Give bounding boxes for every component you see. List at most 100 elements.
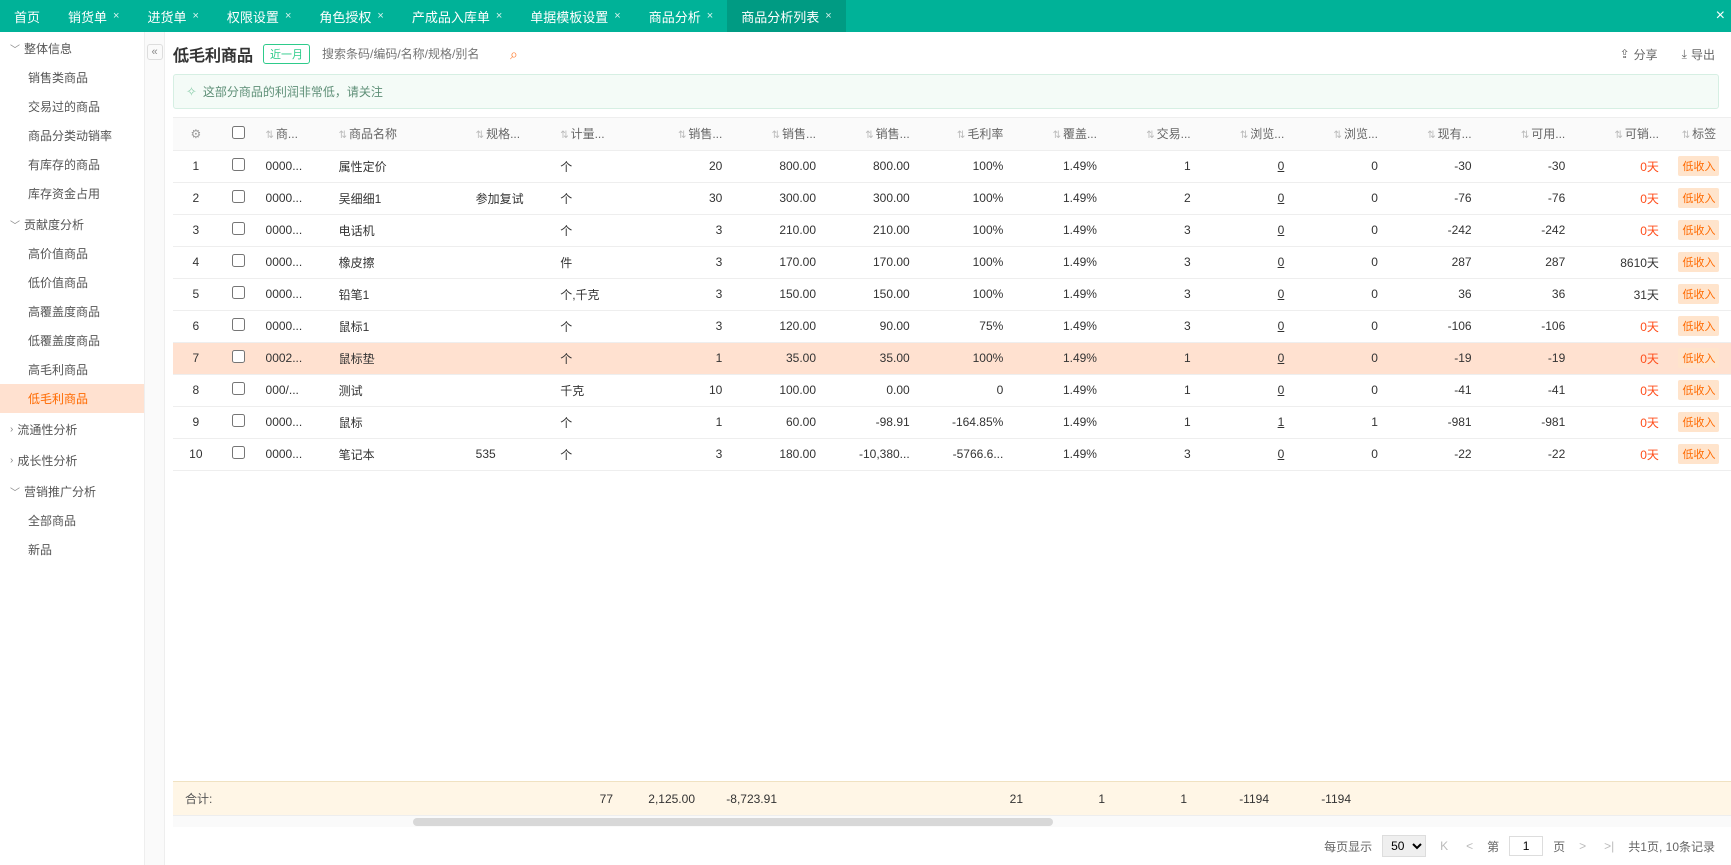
sidebar-item-低价值商品[interactable]: 低价值商品 [0,268,144,297]
view-link[interactable]: 0 [1278,447,1285,461]
sidebar-collapse[interactable]: « [145,32,165,865]
search-input[interactable] [320,43,500,65]
column-header[interactable]: ⇅浏览... [1199,118,1293,150]
search-icon[interactable]: ⌕ [510,46,518,63]
table-row[interactable]: 70002...鼠标垫个135.0035.00100%1.49%100-19-1… [173,342,1731,374]
per-page-select[interactable]: 50 [1382,835,1426,857]
row-checkbox[interactable] [232,350,245,363]
tab-权限设置[interactable]: 权限设置× [213,0,305,32]
view-link[interactable]: 0 [1278,319,1285,333]
row-checkbox[interactable] [232,318,245,331]
page-input[interactable] [1509,836,1543,856]
column-header[interactable]: ⇅浏览... [1292,118,1386,150]
column-header[interactable]: ⇅现有... [1386,118,1480,150]
sidebar-item-库存资金占用[interactable]: 库存资金占用 [0,179,144,208]
column-header[interactable]: ⇅毛利率 [918,118,1012,150]
table-row[interactable]: 60000...鼠标1个3120.0090.0075%1.49%300-106-… [173,310,1731,342]
close-icon[interactable]: × [192,10,198,22]
sidebar-item-低毛利商品[interactable]: 低毛利商品 [0,384,144,413]
table-row[interactable]: 40000...橡皮擦件3170.00170.00100%1.49%300287… [173,246,1731,278]
sidebar-group-流通性分析[interactable]: ›流通性分析 [0,413,144,444]
first-page-button[interactable]: K [1436,839,1452,853]
row-checkbox[interactable] [232,190,245,203]
period-badge[interactable]: 近一月 [263,44,310,64]
table-row[interactable]: 20000...吴细细1参加复试个30300.00300.00100%1.49%… [173,182,1731,214]
column-header[interactable]: ⇅销售... [730,118,824,150]
view-link[interactable]: 0 [1278,383,1285,397]
close-icon[interactable]: × [113,10,119,22]
sidebar-group-整体信息[interactable]: ﹀整体信息 [0,32,144,63]
row-checkbox[interactable] [232,158,245,171]
column-header[interactable]: ⇅规格... [468,118,553,150]
column-header[interactable]: ⇅商... [258,118,331,150]
view-link[interactable]: 1 [1278,415,1285,429]
tab-商品分析[interactable]: 商品分析× [635,0,727,32]
sidebar-item-全部商品[interactable]: 全部商品 [0,506,144,535]
table-row[interactable]: 100000...笔记本535个3180.00-10,380...-5766.6… [173,438,1731,470]
view-link[interactable]: 0 [1278,191,1285,205]
row-checkbox[interactable] [232,286,245,299]
tab-首页[interactable]: 首页 [0,0,54,32]
share-button[interactable]: ⇪分享 [1620,46,1658,63]
row-checkbox[interactable] [232,382,245,395]
export-button[interactable]: ⤓导出 [1682,46,1715,63]
column-header[interactable]: ⇅销售... [824,118,918,150]
column-label: 浏览... [1250,127,1284,141]
tab-单据模板设置[interactable]: 单据模板设置× [516,0,634,32]
table-row[interactable]: 90000...鼠标个160.00-98.91-164.85%1.49%111-… [173,406,1731,438]
column-header[interactable]: ⇅商品名称 [331,118,468,150]
row-checkbox[interactable] [232,446,245,459]
view-link[interactable]: 0 [1278,287,1285,301]
close-icon[interactable]: × [614,10,620,22]
next-page-button[interactable]: > [1575,839,1590,853]
view-link[interactable]: 0 [1278,159,1285,173]
sidebar-item-高毛利商品[interactable]: 高毛利商品 [0,355,144,384]
view-link[interactable]: 0 [1278,351,1285,365]
column-settings[interactable]: ⚙ [173,118,219,150]
column-header[interactable]: ⇅标签 [1667,118,1731,150]
column-header[interactable]: ⇅可用... [1480,118,1574,150]
view-link[interactable]: 0 [1278,255,1285,269]
close-icon[interactable]: × [707,10,713,22]
sidebar-item-交易过的商品[interactable]: 交易过的商品 [0,92,144,121]
close-icon[interactable]: × [377,10,383,22]
close-icon[interactable]: × [285,10,291,22]
tab-角色授权[interactable]: 角色授权× [305,0,397,32]
table-row[interactable]: 50000...铅笔1个,千克3150.00150.00100%1.49%300… [173,278,1731,310]
select-all-header[interactable] [219,118,258,150]
sidebar-item-低覆盖度商品[interactable]: 低覆盖度商品 [0,326,144,355]
sidebar-item-高覆盖度商品[interactable]: 高覆盖度商品 [0,297,144,326]
select-all-checkbox[interactable] [232,126,245,139]
column-header[interactable]: ⇅交易... [1105,118,1199,150]
tab-商品分析列表[interactable]: 商品分析列表× [727,0,845,32]
tab-产成品入库单[interactable]: 产成品入库单× [398,0,516,32]
close-all-tabs[interactable]: × [1716,0,1725,32]
sidebar-item-新品[interactable]: 新品 [0,535,144,564]
tab-销货单[interactable]: 销货单× [54,0,133,32]
close-icon[interactable]: × [496,10,502,22]
row-checkbox[interactable] [232,414,245,427]
scroll-thumb[interactable] [413,818,1053,826]
row-checkbox[interactable] [232,254,245,267]
column-header[interactable]: ⇅销售... [637,118,731,150]
close-icon[interactable]: × [825,10,831,22]
column-header[interactable]: ⇅覆盖... [1011,118,1105,150]
tab-进货单[interactable]: 进货单× [133,0,212,32]
horizontal-scrollbar[interactable] [173,815,1731,827]
sidebar-item-高价值商品[interactable]: 高价值商品 [0,239,144,268]
sidebar-group-贡献度分析[interactable]: ﹀贡献度分析 [0,208,144,239]
table-row[interactable]: 10000...属性定价个20800.00800.00100%1.49%100-… [173,150,1731,182]
row-checkbox[interactable] [232,222,245,235]
column-header[interactable]: ⇅可销... [1573,118,1667,150]
column-header[interactable]: ⇅计量... [552,118,637,150]
sidebar-item-有库存的商品[interactable]: 有库存的商品 [0,150,144,179]
sidebar-item-销售类商品[interactable]: 销售类商品 [0,63,144,92]
table-row[interactable]: 8000/...测试千克10100.000.0001.49%100-41-410… [173,374,1731,406]
table-row[interactable]: 30000...电话机个3210.00210.00100%1.49%300-24… [173,214,1731,246]
sidebar-group-营销推广分析[interactable]: ﹀营销推广分析 [0,475,144,506]
sidebar-item-商品分类动销率[interactable]: 商品分类动销率 [0,121,144,150]
sidebar-group-成长性分析[interactable]: ›成长性分析 [0,444,144,475]
view-link[interactable]: 0 [1278,223,1285,237]
prev-page-button[interactable]: < [1462,839,1477,853]
last-page-button[interactable]: >| [1600,839,1618,853]
